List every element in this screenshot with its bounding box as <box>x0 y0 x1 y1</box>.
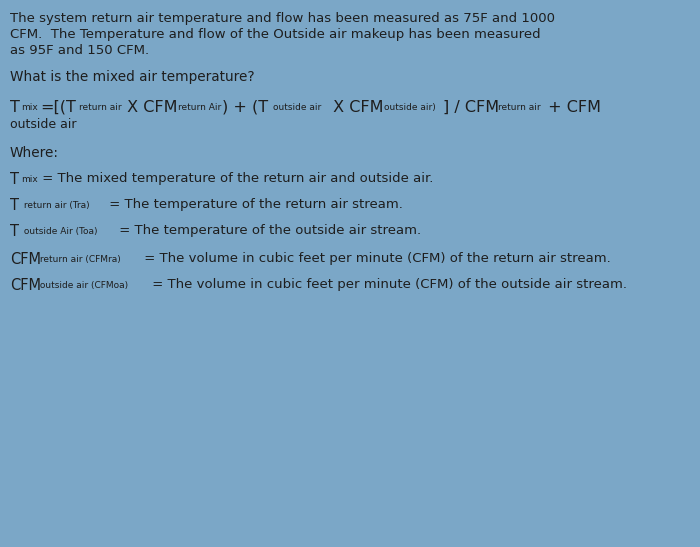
Text: return air (Tra): return air (Tra) <box>21 201 90 210</box>
Text: T: T <box>10 224 19 239</box>
Text: outside Air (Toa): outside Air (Toa) <box>21 227 97 236</box>
Text: = The temperature of the return air stream.: = The temperature of the return air stre… <box>105 198 403 211</box>
Text: outside air: outside air <box>10 118 76 131</box>
Text: ] / CFM: ] / CFM <box>443 100 499 115</box>
Text: CFM.  The Temperature and flow of the Outside air makeup has been measured: CFM. The Temperature and flow of the Out… <box>10 28 540 41</box>
Text: X CFM: X CFM <box>328 100 384 115</box>
Text: Where:: Where: <box>10 146 59 160</box>
Text: X CFM: X CFM <box>122 100 178 115</box>
Text: mix: mix <box>21 175 38 184</box>
Text: =[(T: =[(T <box>40 100 76 115</box>
Text: ) + (T: ) + (T <box>222 100 268 115</box>
Text: = The mixed temperature of the return air and outside air.: = The mixed temperature of the return ai… <box>38 172 433 185</box>
Text: T: T <box>10 172 19 187</box>
Text: = The temperature of the outside air stream.: = The temperature of the outside air str… <box>115 224 421 237</box>
Text: outside air): outside air) <box>384 103 435 112</box>
Text: return air (CFMra): return air (CFMra) <box>37 255 120 264</box>
Text: + CFM: + CFM <box>543 100 601 115</box>
Text: T: T <box>10 100 20 115</box>
Text: outside air (CFMoa): outside air (CFMoa) <box>37 281 128 290</box>
Text: What is the mixed air temperature?: What is the mixed air temperature? <box>10 70 255 84</box>
Text: = The volume in cubic feet per minute (CFM) of the outside air stream.: = The volume in cubic feet per minute (C… <box>148 278 627 291</box>
Text: CFM: CFM <box>10 252 41 267</box>
Text: outside air: outside air <box>273 103 321 112</box>
Text: return air: return air <box>79 103 122 112</box>
Text: mix: mix <box>21 103 38 112</box>
Text: The system return air temperature and flow has been measured as 75F and 1000: The system return air temperature and fl… <box>10 12 555 25</box>
Text: T: T <box>10 198 19 213</box>
Text: as 95F and 150 CFM.: as 95F and 150 CFM. <box>10 44 149 57</box>
Text: return air: return air <box>498 103 540 112</box>
Text: = The volume in cubic feet per minute (CFM) of the return air stream.: = The volume in cubic feet per minute (C… <box>140 252 610 265</box>
Text: return Air: return Air <box>178 103 221 112</box>
Text: CFM: CFM <box>10 278 41 293</box>
